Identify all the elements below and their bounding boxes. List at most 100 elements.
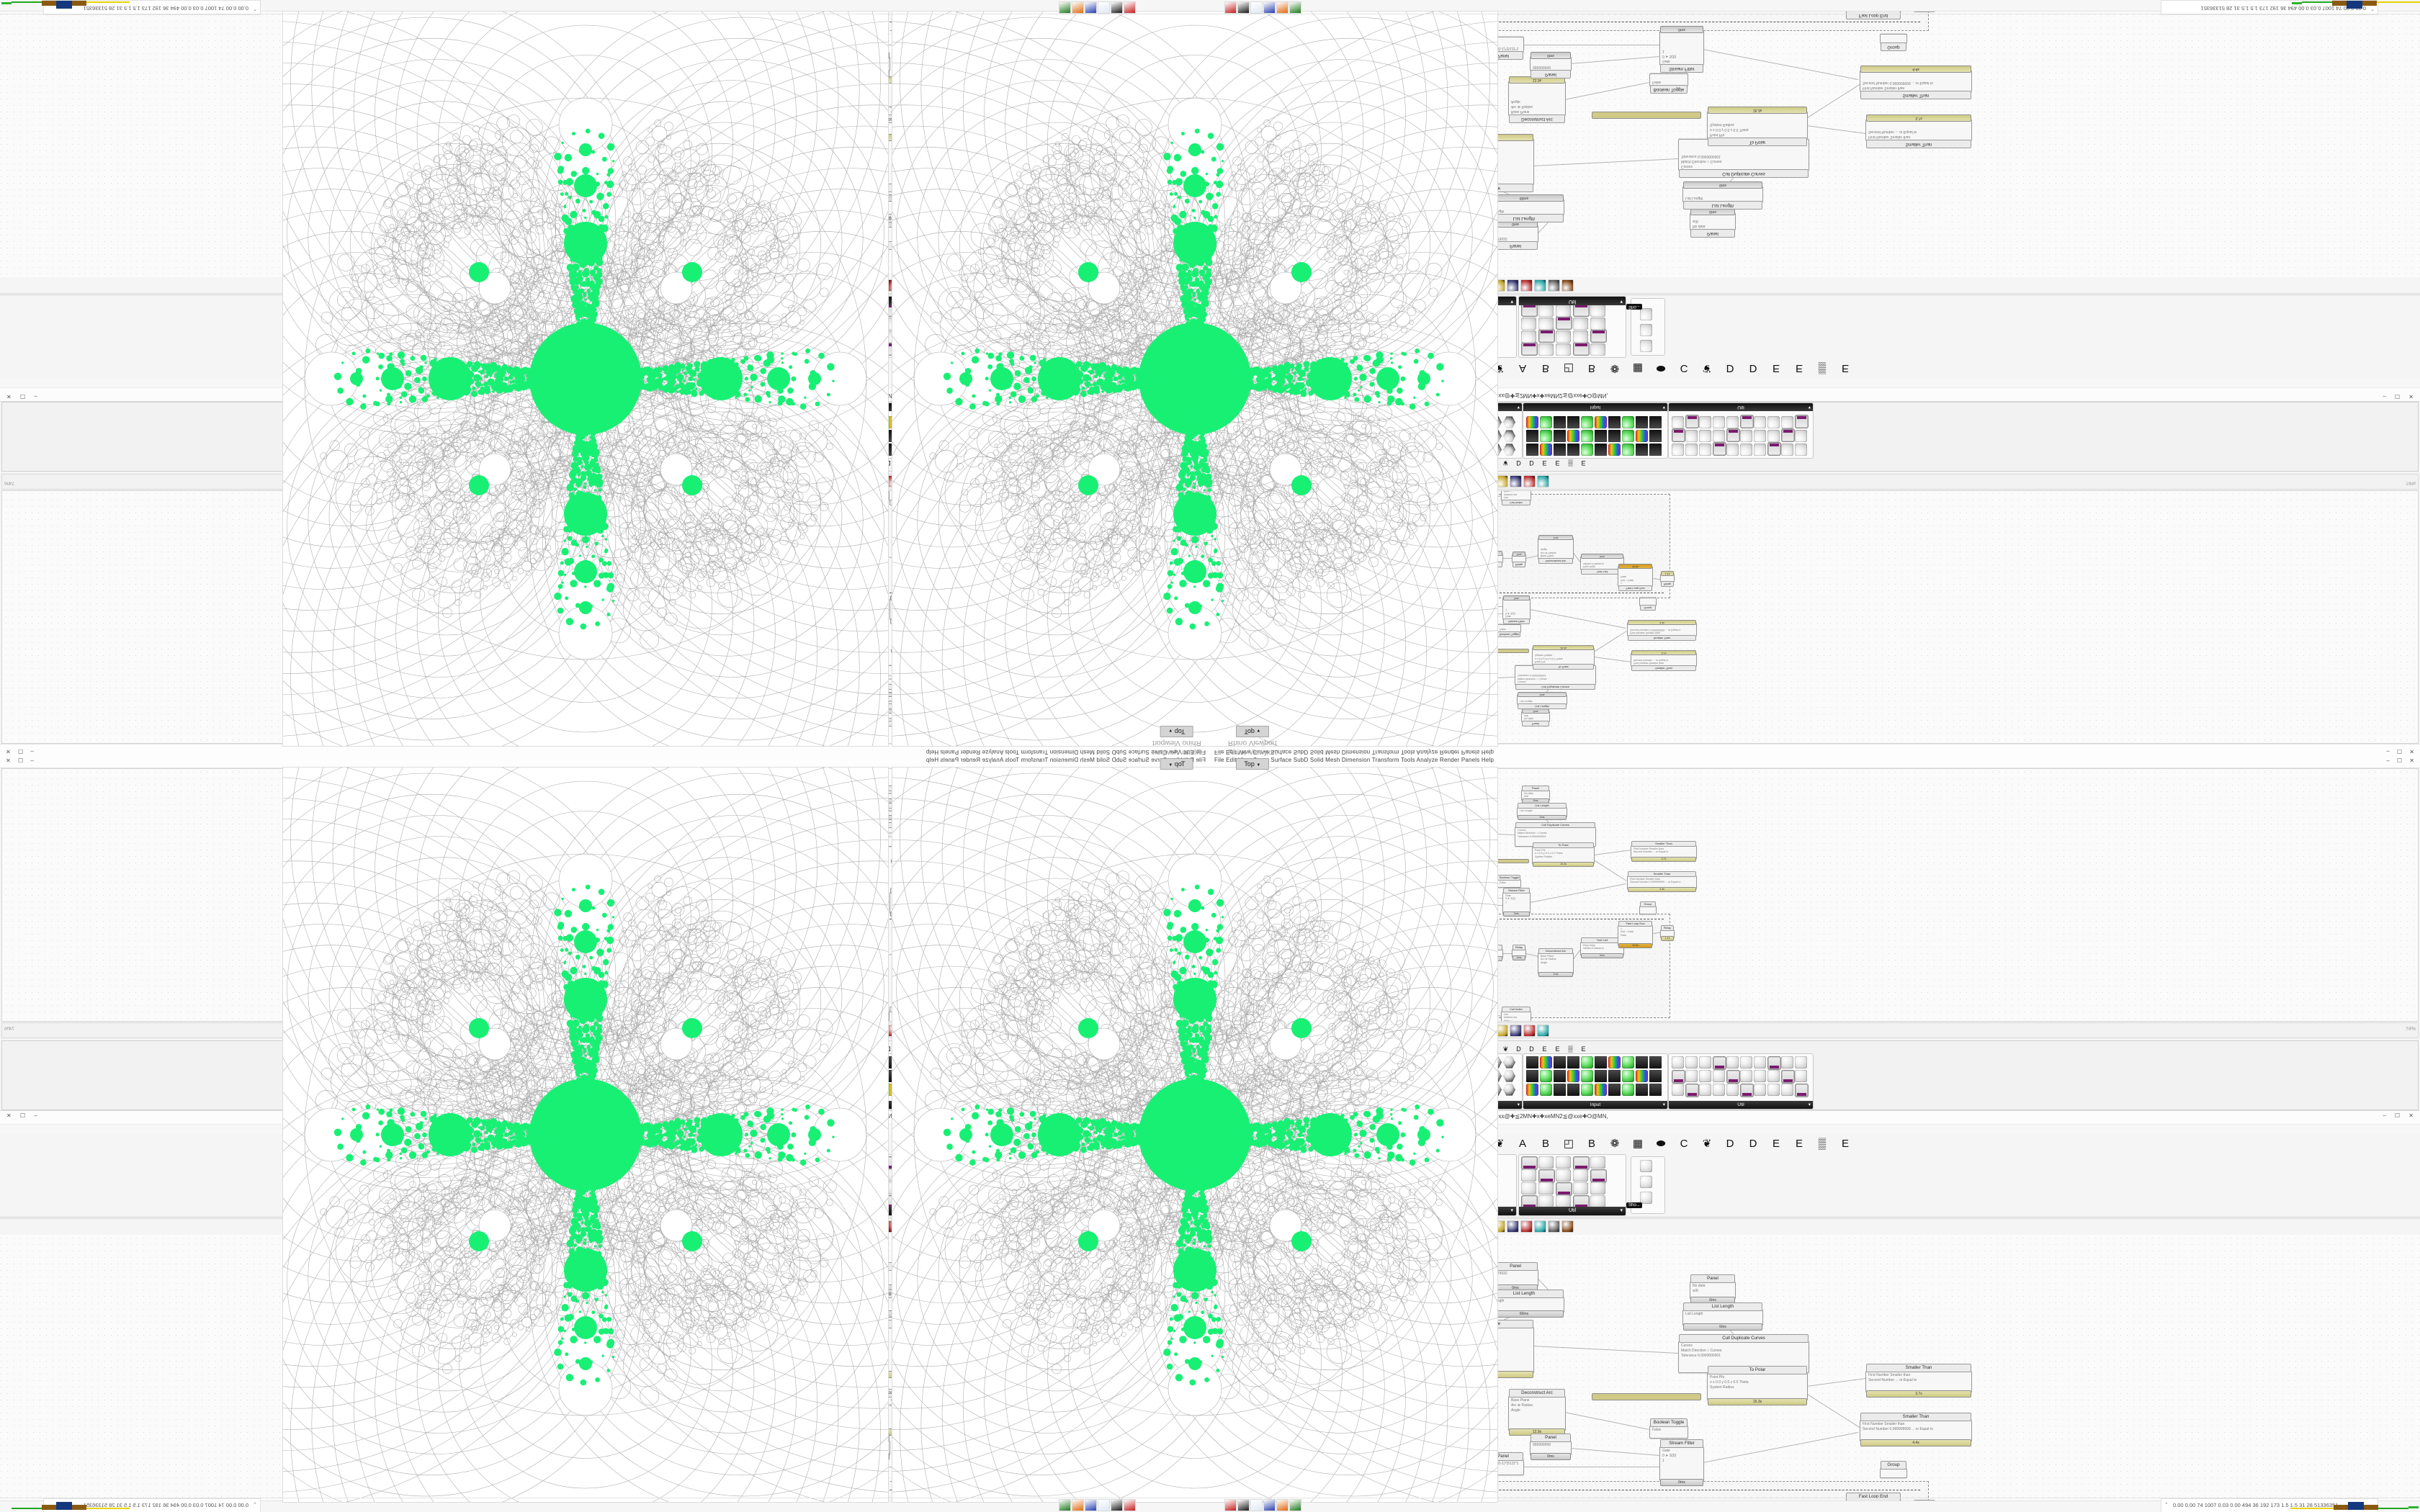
- gh-tab-18[interactable]: ▦: [1632, 1138, 1644, 1150]
- toolbar-icon[interactable]: [1534, 279, 1546, 292]
- component-icon[interactable]: [1640, 1176, 1652, 1188]
- toolbar-icon[interactable]: [1548, 1220, 1560, 1233]
- component-icon[interactable]: [1554, 1070, 1566, 1082]
- component-icon[interactable]: [1781, 416, 1793, 428]
- component-icon[interactable]: [1573, 1182, 1588, 1194]
- component-icon[interactable]: [1795, 444, 1807, 456]
- gh-tab-24[interactable]: E: [1772, 362, 1780, 374]
- taskbar-terminal-icon[interactable]: [1289, 1, 1301, 14]
- gh-tab-23[interactable]: D: [1529, 459, 1534, 467]
- component-icon[interactable]: [1556, 305, 1571, 317]
- gh-component[interactable]: Relay 1.1s: [1660, 925, 1675, 941]
- rhino-viewport-tr[interactable]: [892, 11, 1498, 747]
- component-icon[interactable]: [1590, 1169, 1607, 1183]
- component-icon[interactable]: [1538, 1169, 1555, 1183]
- component-icon[interactable]: [1754, 1070, 1766, 1082]
- component-icon[interactable]: [1526, 1056, 1538, 1068]
- component-icon[interactable]: [1526, 444, 1538, 456]
- component-icon[interactable]: [1636, 430, 1648, 442]
- taskbar-calculator-icon[interactable]: [1098, 1, 1110, 14]
- component-icon[interactable]: [1595, 1084, 1607, 1096]
- gh-panel-util[interactable]: Util▾: [1518, 296, 1626, 358]
- gh-tab-14[interactable]: B: [1541, 1138, 1549, 1150]
- component-icon[interactable]: [1699, 1070, 1711, 1082]
- toolbar-icon[interactable]: [1537, 1025, 1549, 1037]
- component-icon[interactable]: [1503, 1056, 1515, 1068]
- component-icon[interactable]: [1556, 343, 1571, 356]
- taskbar-blackwhite-icon[interactable]: [1237, 1499, 1250, 1511]
- component-icon[interactable]: [1781, 428, 1795, 442]
- component-icon[interactable]: [1781, 1084, 1793, 1096]
- component-icon[interactable]: [1685, 415, 1699, 428]
- gh-window-controls[interactable]: – ☐ ✕: [2383, 393, 2417, 400]
- gh-tab-22[interactable]: D: [1516, 459, 1521, 467]
- component-icon[interactable]: [1608, 416, 1621, 428]
- component-icon[interactable]: [1556, 330, 1571, 343]
- gh-tab-22[interactable]: D: [1726, 362, 1734, 374]
- gh-component[interactable]: Group: [1880, 34, 1907, 51]
- component-icon[interactable]: [1581, 1056, 1593, 1068]
- component-icon[interactable]: [1795, 1056, 1807, 1068]
- component-icon[interactable]: [1740, 444, 1752, 456]
- component-icon[interactable]: [1567, 1084, 1579, 1096]
- component-icon[interactable]: [1726, 428, 1740, 442]
- gh-component[interactable]: Deconstruct Arc Base Plane Arc ⊕ Radius …: [1538, 535, 1574, 564]
- component-icon[interactable]: [1554, 1084, 1566, 1096]
- component-icon[interactable]: [1503, 444, 1515, 456]
- taskbar-blackwhite-icon[interactable]: [1111, 1499, 1123, 1511]
- component-icon[interactable]: [1608, 1070, 1621, 1082]
- taskbar-floppy-icon[interactable]: [1263, 1499, 1276, 1511]
- gh-tab-27[interactable]: E: [1841, 362, 1849, 374]
- gh-component[interactable]: Deconstruct Arc Base Plane Arc ⊕ Radius …: [1538, 948, 1574, 977]
- taskbar-firefox-icon[interactable]: [1276, 1, 1289, 14]
- gh-tab-20[interactable]: C: [1680, 1138, 1688, 1150]
- gh-tab-22[interactable]: D: [1726, 1138, 1734, 1150]
- component-icon[interactable]: [1521, 1169, 1536, 1182]
- taskbar-calculator-icon[interactable]: [1250, 1499, 1263, 1511]
- component-icon[interactable]: [1573, 330, 1588, 343]
- component-icon[interactable]: [1581, 1084, 1593, 1096]
- component-icon[interactable]: [1581, 1070, 1593, 1082]
- component-icon[interactable]: [1713, 1056, 1726, 1070]
- component-icon[interactable]: [1567, 1070, 1579, 1082]
- component-icon[interactable]: [1795, 430, 1807, 442]
- component-icon[interactable]: [1795, 1070, 1807, 1082]
- gh-component[interactable]: Relay 0ms: [1512, 945, 1526, 960]
- component-icon[interactable]: [1590, 1156, 1605, 1169]
- taskbar-floppy-icon[interactable]: [1085, 1, 1097, 14]
- component-icon[interactable]: [1795, 415, 1809, 428]
- component-icon[interactable]: [1581, 430, 1593, 442]
- component-icon[interactable]: [1608, 430, 1621, 442]
- component-icon[interactable]: [1636, 1070, 1648, 1082]
- gh-tab-27[interactable]: E: [1841, 1138, 1849, 1150]
- toolbar-icon[interactable]: [1548, 279, 1560, 292]
- component-icon[interactable]: [1540, 1056, 1552, 1068]
- component-icon[interactable]: [1590, 343, 1605, 356]
- gh-component[interactable]: Fast Loop End < Exit ○ Data Data 34.6s: [1618, 564, 1653, 591]
- component-icon[interactable]: [1567, 416, 1579, 428]
- gh-tab-25[interactable]: E: [1795, 1138, 1803, 1150]
- toolbar-icon[interactable]: [1520, 279, 1533, 292]
- gh-tab-17[interactable]: ❁: [1610, 362, 1620, 374]
- component-icon[interactable]: [1740, 430, 1752, 442]
- taskbar-blackwhite-icon[interactable]: [1237, 1, 1250, 14]
- component-icon[interactable]: [1622, 1056, 1634, 1068]
- component-icon[interactable]: [1573, 1156, 1590, 1170]
- toolbar-icon[interactable]: [1534, 1220, 1546, 1233]
- gh-window-controls[interactable]: – ☐ ✕: [3, 1112, 37, 1119]
- component-icon[interactable]: [1781, 444, 1793, 456]
- toolbar-icon[interactable]: [1523, 475, 1536, 487]
- component-icon[interactable]: [1540, 416, 1552, 428]
- component-icon[interactable]: [1590, 329, 1607, 343]
- viewport-view-dropdown[interactable]: Top ▼: [1160, 726, 1193, 737]
